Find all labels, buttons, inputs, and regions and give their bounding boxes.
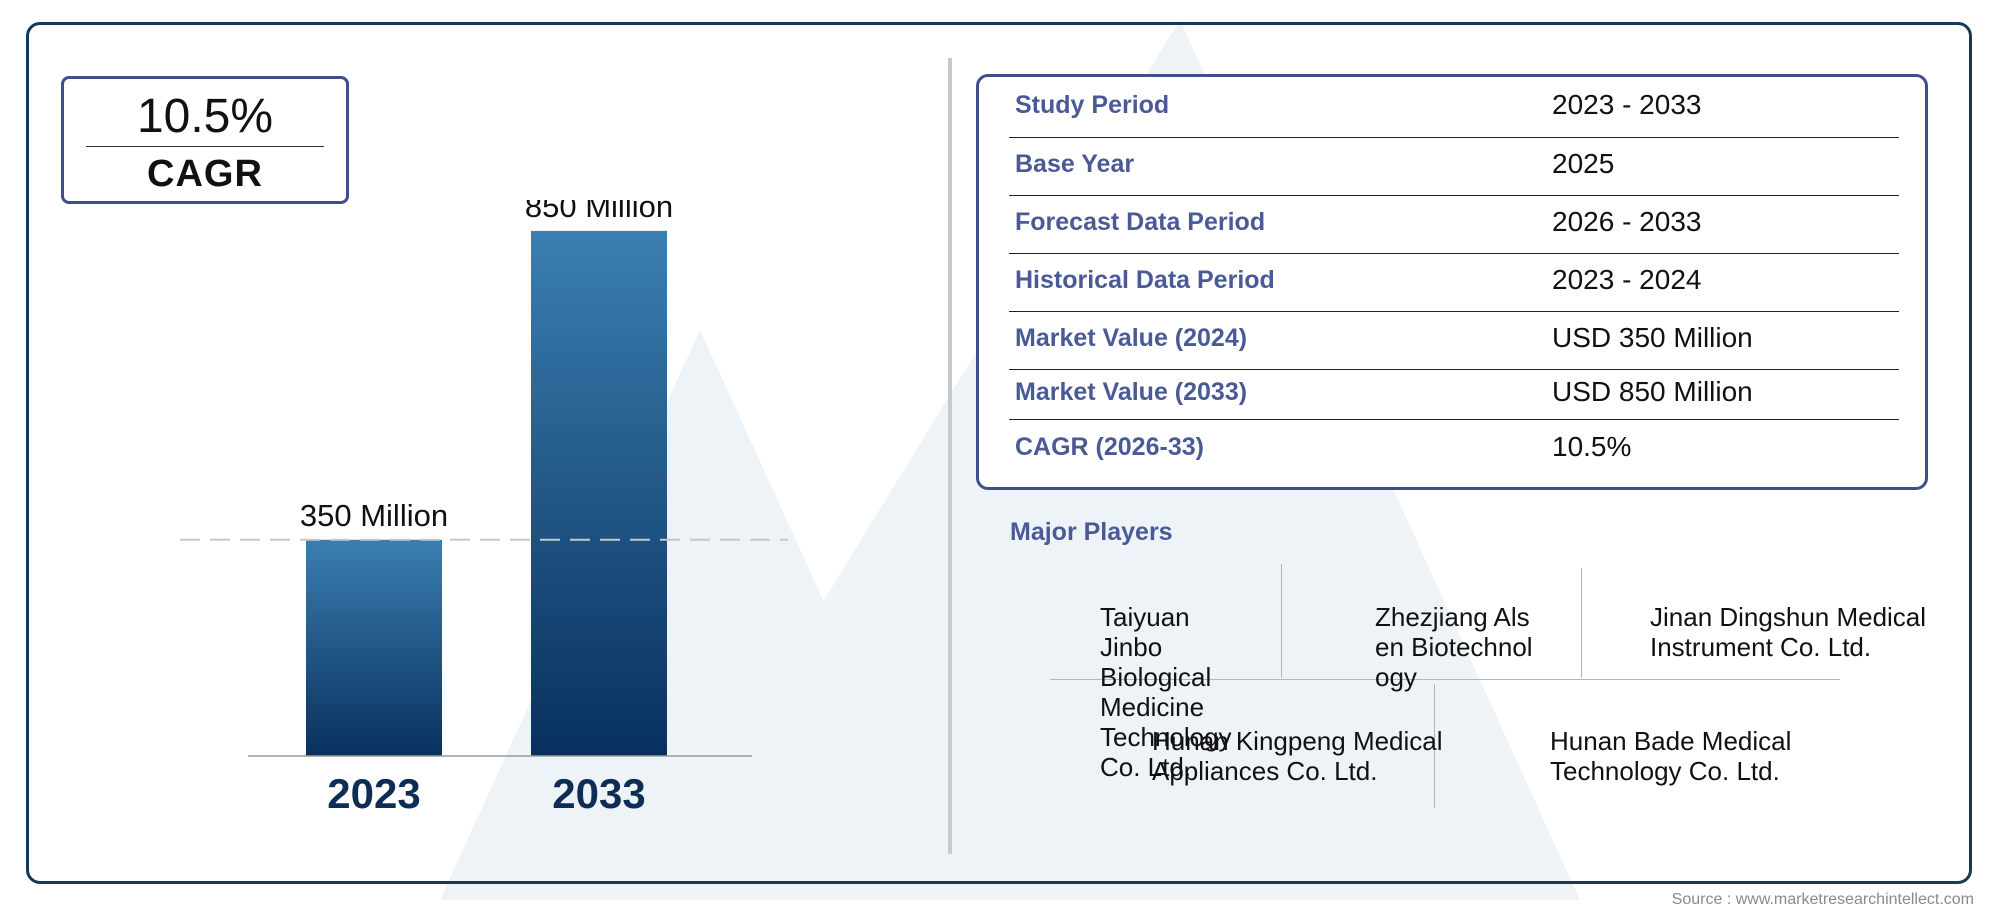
cagr-label: CAGR — [147, 153, 263, 195]
bar-value-label: 850 Million — [525, 200, 673, 224]
info-value: 2023 - 2024 — [1552, 264, 1702, 295]
bar-value-label: 350 Million — [300, 498, 448, 533]
player-name: Jinan Dingshun Medical Instrument Co. Lt… — [1650, 602, 1927, 662]
cagr-divider — [86, 146, 324, 147]
info-row: CAGR (2026-33) 10.5% — [1009, 419, 1899, 479]
info-value: 10.5% — [1552, 431, 1632, 462]
cagr-value: 10.5% — [136, 90, 274, 143]
info-label: Market Value (2024) — [1015, 324, 1248, 352]
info-label: Historical Data Period — [1015, 266, 1275, 294]
bar-2033 — [531, 230, 667, 756]
player-name: Zhezjiang Alsen Biotechnology — [1375, 602, 1533, 692]
player-name: Hunan Bade Medical Technology Co. Ltd. — [1550, 726, 1792, 786]
player-divider — [1050, 679, 1840, 680]
bar-2023 — [306, 539, 442, 756]
info-label: CAGR (2026-33) — [1015, 433, 1204, 461]
infographic-frame — [26, 22, 1972, 884]
source-credit: Source : www.marketresearchintellect.com — [1671, 891, 1974, 908]
info-value: 2025 — [1552, 148, 1615, 179]
info-row: Forecast Data Period 2026 - 2033 — [1009, 195, 1899, 254]
info-label: Forecast Data Period — [1015, 208, 1266, 236]
player-divider — [1281, 564, 1282, 678]
info-value: 2023 - 2033 — [1552, 89, 1702, 120]
info-row: Market Value (2033) USD 850 Million — [1009, 369, 1899, 420]
market-bar-chart: 350 Million 2023 850 Million 2033 — [180, 200, 788, 817]
market-summary-table: Study Period 2023 - 2033 Base Year 2025 Fore… — [976, 74, 1928, 490]
info-value: 2026 - 2033 — [1552, 206, 1702, 237]
player-divider — [1434, 684, 1435, 808]
section-divider — [948, 58, 952, 854]
cagr-badge: 10.5% CAGR — [61, 76, 349, 204]
player-name: Taiyuan Jinbo Biological Medicine Techno… — [1100, 602, 1232, 782]
info-row: Base Year 2025 — [1009, 137, 1899, 196]
info-row: Historical Data Period 2023 - 2024 — [1009, 253, 1899, 312]
category-label: 2033 — [552, 770, 645, 817]
major-players-title: Major Players — [1010, 518, 1173, 546]
info-row: Study Period 2023 - 2033 — [1009, 77, 1899, 138]
info-label: Study Period — [1015, 91, 1170, 119]
info-row: Market Value (2024) USD 350 Million — [1009, 311, 1899, 370]
info-label: Base Year — [1015, 150, 1135, 178]
info-label: Market Value (2033) — [1015, 378, 1248, 406]
category-label: 2023 — [327, 770, 420, 817]
info-value: USD 350 Million — [1552, 322, 1753, 353]
info-value: USD 850 Million — [1552, 376, 1753, 407]
player-name: Hunan Kingpeng Medical Appliances Co. Lt… — [1152, 726, 1443, 786]
player-divider — [1581, 568, 1582, 678]
